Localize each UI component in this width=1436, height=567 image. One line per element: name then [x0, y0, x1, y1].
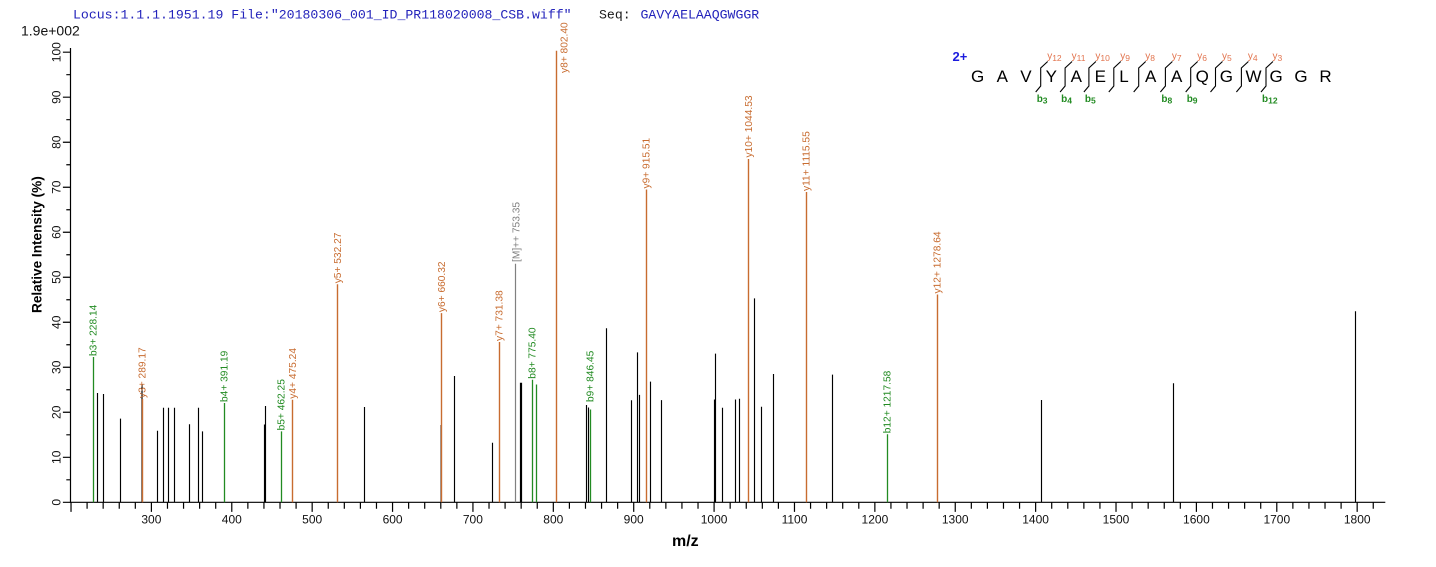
svg-text:y7+ 731.38: y7+ 731.38	[495, 290, 506, 341]
svg-text:y10: y10	[1095, 51, 1110, 63]
svg-text:20: 20	[50, 405, 64, 419]
svg-text:y11+ 1115.55: y11+ 1115.55	[802, 131, 813, 191]
svg-text:y8: y8	[1145, 51, 1155, 63]
svg-text:y9+ 915.51: y9+ 915.51	[642, 137, 653, 188]
svg-text:b9+ 846.45: b9+ 846.45	[586, 350, 597, 402]
svg-text:A: A	[1071, 67, 1083, 86]
svg-text:0: 0	[50, 499, 64, 506]
svg-text:100: 100	[50, 42, 64, 62]
svg-text:y12: y12	[1047, 51, 1062, 63]
svg-text:m/z: m/z	[672, 533, 699, 550]
svg-text:Seq:: Seq:	[599, 8, 631, 23]
svg-text:1500: 1500	[1103, 513, 1130, 527]
svg-text:A: A	[1145, 67, 1157, 86]
svg-text:70: 70	[50, 180, 64, 194]
svg-text:R: R	[1319, 67, 1331, 86]
svg-text:G: G	[1269, 67, 1282, 86]
svg-text:10: 10	[50, 450, 64, 464]
svg-text:W: W	[1245, 67, 1261, 86]
svg-text:700: 700	[463, 513, 483, 527]
svg-text:60: 60	[50, 225, 64, 239]
svg-text:y9: y9	[1120, 51, 1130, 63]
svg-text:1.9e+002: 1.9e+002	[21, 23, 80, 39]
svg-text:b8+ 775.40: b8+ 775.40	[528, 327, 539, 379]
svg-text:b9: b9	[1187, 94, 1198, 106]
svg-text:b3+ 228.14: b3+ 228.14	[89, 304, 100, 356]
svg-text:600: 600	[383, 513, 403, 527]
svg-text:500: 500	[302, 513, 322, 527]
svg-text:Y: Y	[1046, 67, 1057, 86]
svg-text:2+: 2+	[953, 49, 968, 64]
svg-text:y8+ 802.40: y8+ 802.40	[560, 22, 571, 73]
svg-text:y4: y4	[1248, 51, 1258, 63]
svg-text:E: E	[1095, 67, 1106, 86]
svg-text:A: A	[1171, 67, 1183, 86]
svg-text:Q: Q	[1196, 67, 1209, 86]
svg-text:y3+ 289.17: y3+ 289.17	[138, 347, 149, 398]
svg-text:50: 50	[50, 270, 64, 284]
svg-text:GAVYAELAAQGWGGR: GAVYAELAAQGWGGR	[641, 8, 760, 23]
svg-text:400: 400	[222, 513, 242, 527]
svg-text:L: L	[1119, 67, 1128, 86]
svg-text:90: 90	[50, 90, 64, 104]
svg-text:1100: 1100	[782, 513, 808, 527]
svg-text:1400: 1400	[1022, 513, 1049, 527]
svg-text:b5+ 462.25: b5+ 462.25	[277, 379, 288, 431]
svg-text:A: A	[997, 67, 1009, 86]
svg-text:1600: 1600	[1183, 513, 1210, 527]
svg-text:G: G	[1294, 67, 1307, 86]
svg-text:b12: b12	[1262, 94, 1278, 106]
svg-text:G: G	[1220, 67, 1233, 86]
svg-text:b4+ 391.19: b4+ 391.19	[220, 350, 231, 402]
svg-text:800: 800	[543, 513, 563, 527]
svg-text:[M]++ 753.35: [M]++ 753.35	[511, 202, 522, 262]
svg-text:V: V	[1020, 67, 1032, 86]
svg-text:y11: y11	[1072, 51, 1086, 63]
svg-text:1300: 1300	[942, 513, 969, 527]
svg-text:y12+ 1278.64: y12+ 1278.64	[933, 231, 944, 293]
svg-text:b12+ 1217.58: b12+ 1217.58	[883, 370, 894, 433]
svg-text:80: 80	[50, 135, 64, 149]
svg-text:b5: b5	[1085, 94, 1096, 106]
svg-text:30: 30	[50, 360, 64, 374]
svg-text:y10+ 1044.53: y10+ 1044.53	[744, 95, 755, 157]
svg-text:1700: 1700	[1263, 513, 1290, 527]
svg-text:y6+ 660.32: y6+ 660.32	[437, 261, 448, 312]
svg-text:y6: y6	[1197, 51, 1207, 63]
svg-text:b8: b8	[1161, 94, 1172, 106]
svg-text:G: G	[971, 67, 984, 86]
svg-text:y3: y3	[1273, 51, 1283, 63]
svg-text:1800: 1800	[1344, 513, 1371, 527]
svg-text:y4+ 475.24: y4+ 475.24	[288, 348, 299, 399]
svg-text:1200: 1200	[862, 513, 889, 527]
svg-text:1000: 1000	[701, 513, 728, 527]
svg-text:b4: b4	[1061, 94, 1072, 106]
svg-text:y5: y5	[1222, 51, 1232, 63]
svg-text:y5+ 532.27: y5+ 532.27	[333, 232, 344, 283]
svg-text:Relative Intensity (%): Relative Intensity (%)	[30, 176, 45, 313]
svg-text:300: 300	[141, 513, 161, 527]
svg-text:900: 900	[624, 513, 644, 527]
svg-text:40: 40	[50, 315, 64, 329]
svg-text:y7: y7	[1172, 51, 1182, 63]
svg-text:b3: b3	[1037, 94, 1048, 106]
svg-text:Locus:1.1.1.1951.19 File:"2018: Locus:1.1.1.1951.19 File:"20180306_001_I…	[73, 8, 572, 23]
